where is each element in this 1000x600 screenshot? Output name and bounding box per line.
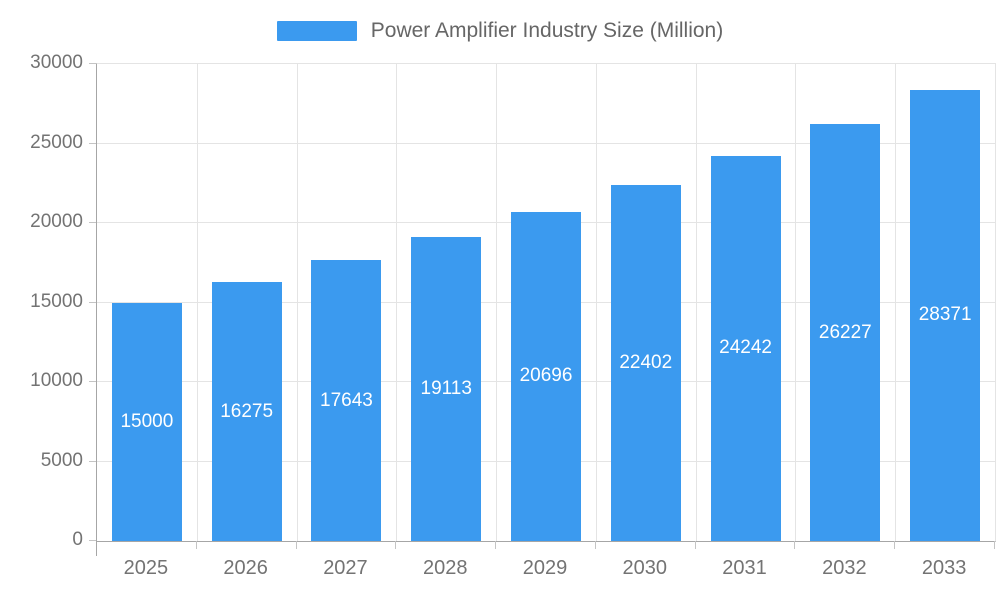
y-axis-tick: [89, 301, 96, 303]
x-axis-label: 2028: [422, 557, 468, 579]
y-axis-label: 15000: [30, 290, 83, 312]
x-axis-label: 2030: [622, 557, 668, 579]
gridline-vertical: [595, 64, 597, 541]
x-axis-tick: [694, 541, 696, 549]
bar[interactable]: 20696: [511, 211, 581, 541]
x-axis-label: 2027: [323, 557, 368, 579]
bar-value-label: 22402: [619, 351, 673, 373]
x-axis-tick: [395, 541, 397, 549]
x-axis-tick: [96, 541, 97, 556]
x-axis-label: 2033: [921, 557, 967, 579]
y-axis-tick: [89, 460, 96, 462]
legend-item[interactable]: Power Amplifier Industry Size (Million): [0, 18, 1000, 44]
gridline-vertical: [895, 64, 897, 541]
y-axis-label: 10000: [30, 370, 83, 391]
x-axis-tick: [994, 541, 995, 549]
gridline-vertical: [695, 64, 697, 541]
y-axis-label: 5000: [40, 449, 83, 471]
bar[interactable]: 16275: [211, 282, 282, 541]
x-axis-label: 2029: [522, 557, 568, 579]
x-axis-label: 2026: [223, 557, 268, 579]
legend-label: Power Amplifier Industry Size (Million): [370, 19, 724, 42]
bar[interactable]: 15000: [111, 302, 182, 541]
y-axis-tick: [89, 540, 96, 541]
plot-area: 15000 16275 17643 19113 20696 22402 24242 26227…: [96, 63, 996, 542]
gridline-vertical: [496, 64, 498, 541]
bar-value-label: 24242: [719, 337, 772, 359]
legend-swatch-icon: [276, 21, 357, 41]
y-axis-tick: [89, 63, 96, 64]
y-axis-label: 30000: [30, 52, 83, 73]
y-axis-tick: [89, 222, 96, 223]
y-axis-tick: [89, 381, 96, 382]
bar-value-label: 15000: [120, 410, 174, 432]
gridline-vertical: [196, 64, 198, 541]
bar-value-label: 20696: [519, 365, 573, 387]
gridline-vertical: [795, 64, 797, 541]
bar[interactable]: 17643: [311, 260, 382, 541]
bar[interactable]: 22402: [610, 184, 681, 541]
x-axis-tick: [894, 541, 896, 549]
gridline-vertical: [296, 64, 298, 541]
bar[interactable]: 24242: [710, 155, 781, 541]
gridline-vertical: [396, 64, 398, 541]
gridline-horizontal: [97, 142, 995, 144]
x-axis-tick: [195, 541, 197, 549]
x-axis-tick: [794, 541, 796, 549]
x-axis-label: 2031: [722, 557, 767, 579]
bar[interactable]: 28371: [910, 89, 981, 541]
y-axis-label: 25000: [30, 131, 83, 153]
bar-value-label: 28371: [918, 304, 972, 326]
y-axis-label: 20000: [30, 211, 83, 232]
bar-value-label: 19113: [420, 378, 472, 400]
bar[interactable]: 26227: [810, 124, 881, 541]
x-axis-tick: [594, 541, 596, 549]
y-axis-tick: [89, 142, 96, 144]
x-axis-tick: [295, 541, 297, 549]
bar[interactable]: 19113: [411, 237, 482, 541]
x-axis-label: 2025: [123, 557, 169, 579]
bar-value-label: 26227: [818, 321, 872, 343]
x-axis-tick: [495, 541, 497, 549]
bar-value-label: 17643: [320, 389, 373, 411]
y-axis-label: 0: [72, 529, 83, 550]
x-axis-label: 2032: [822, 557, 867, 579]
bar-value-label: 16275: [220, 400, 274, 422]
